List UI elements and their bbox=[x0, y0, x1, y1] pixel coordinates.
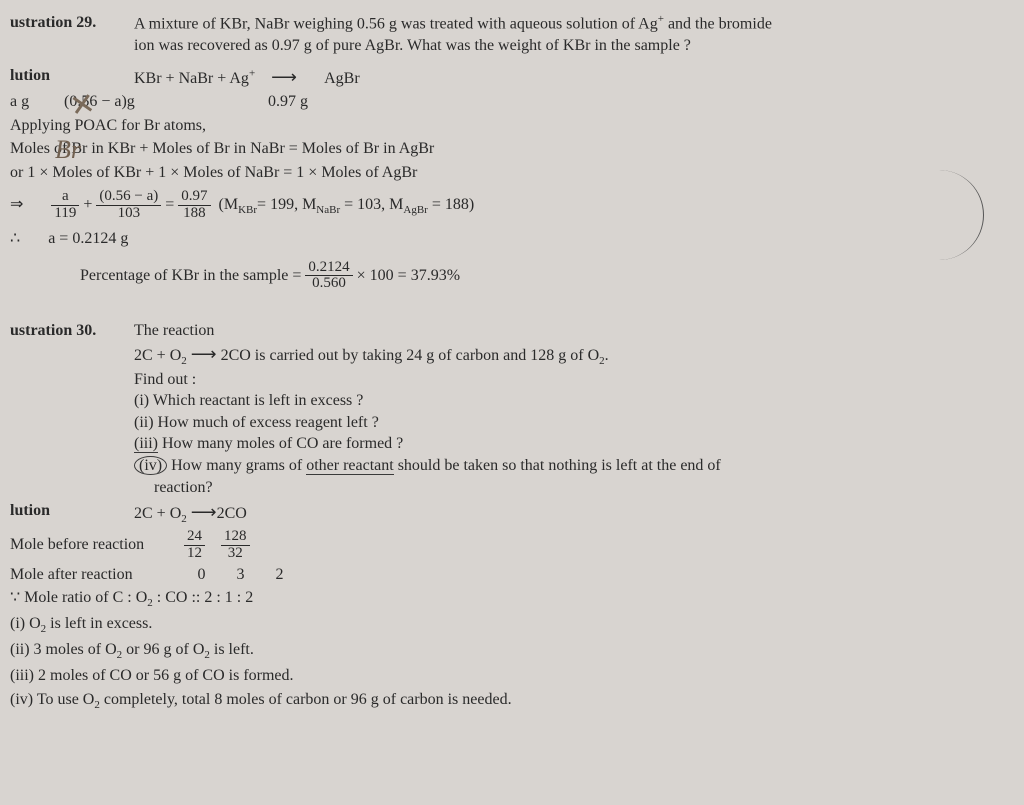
q30-iv: (iv) How many grams of other reactant sh… bbox=[134, 456, 721, 475]
s-ii: (ii) 3 moles of O2 or 96 g of O2 is left… bbox=[10, 639, 1004, 663]
eq-fraction: ⇒ a119 + (0.56 − a)103 = 0.97188 (MKBr= … bbox=[10, 189, 1004, 222]
q30-ii: (ii) How much of excess reagent left ? bbox=[134, 414, 379, 431]
s-i: (i) O2 is left in excess. bbox=[10, 613, 1004, 637]
q30-sol-label: lution bbox=[10, 500, 130, 522]
q29-solution: KBr + NaBr + Ag+ ⟶ AgBr bbox=[134, 65, 984, 90]
q29-text1b: and the bromide bbox=[664, 15, 772, 32]
ratio: ∵ Mole ratio of C : O2 : CO :: 2 : 1 : 2 bbox=[10, 587, 1004, 611]
eq-rhs: AgBr bbox=[324, 70, 360, 87]
q29-text2: ion was recovered as 0.97 g of pure AgBr… bbox=[134, 37, 691, 54]
q30-solution: 2C + O2 ⟶2CO bbox=[134, 500, 984, 527]
eq-lhs: KBr + NaBr + Ag bbox=[134, 70, 249, 87]
eq-amounts: a g (0.56 − a)g 0.97 g bbox=[10, 91, 1004, 113]
handwritten-br: Br bbox=[55, 135, 81, 165]
q30-text: The reaction 2C + O2 ⟶ 2CO is carried ou… bbox=[134, 320, 984, 498]
poac: Applying POAC for Br atoms, bbox=[10, 115, 1004, 137]
s-iii: (iii) 2 moles of CO or 56 g of CO is for… bbox=[10, 665, 1004, 687]
q30-title: The reaction bbox=[134, 322, 214, 339]
q30-i: (i) Which reactant is left in excess ? bbox=[134, 392, 363, 409]
q29-label: ustration 29. bbox=[10, 12, 130, 34]
percentage: Percentage of KBr in the sample = 0.2124… bbox=[80, 260, 1004, 293]
q29-text: A mixture of KBr, NaBr weighing 0.56 g w… bbox=[134, 12, 984, 57]
page-content: ustration 29. A mixture of KBr, NaBr wei… bbox=[0, 0, 1024, 725]
q30-label: ustration 30. bbox=[10, 320, 130, 342]
mole-after: Mole after reaction 0 3 2 bbox=[10, 564, 1004, 586]
q29-text1: A mixture of KBr, NaBr weighing 0.56 g w… bbox=[134, 15, 658, 32]
moles2: or 1 × Moles of KBr + 1 × Moles of NaBr … bbox=[10, 162, 1004, 184]
moles1: Moles of Br in KBr + Moles of Br in NaBr… bbox=[10, 138, 1004, 160]
mole-before: Mole before reaction 2412 12832 bbox=[10, 529, 1004, 562]
q29-sol-label: lution bbox=[10, 65, 130, 87]
a-value: ∴ a = 0.2124 g bbox=[10, 228, 1004, 250]
s-iv: (iv) To use O2 completely, total 8 moles… bbox=[10, 689, 1004, 713]
q30-iii: (iii) How many moles of CO are formed ? bbox=[134, 435, 403, 453]
